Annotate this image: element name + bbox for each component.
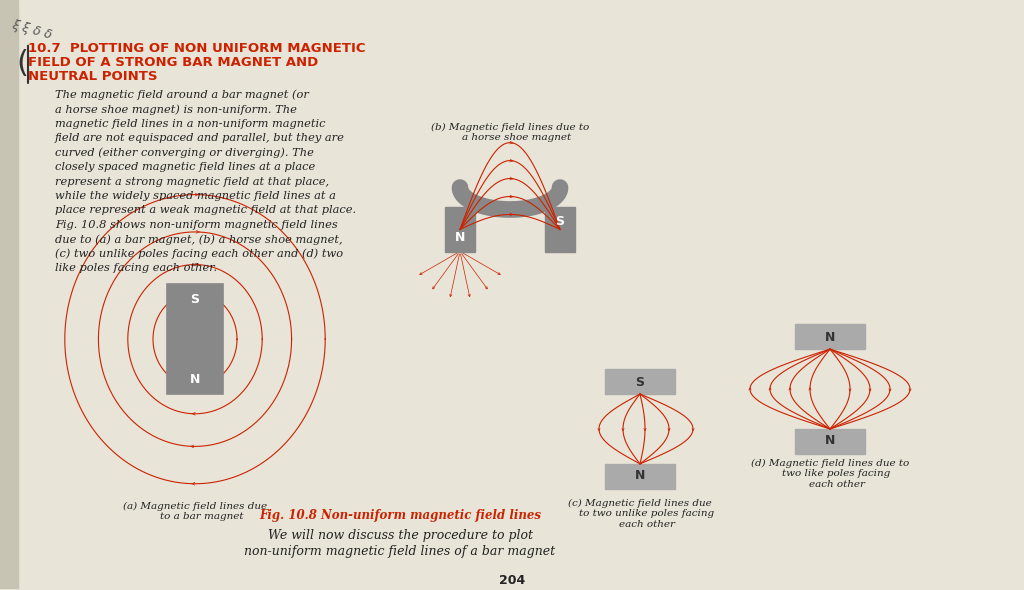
Text: curved (either converging or diverging). The: curved (either converging or diverging).… — [55, 148, 314, 158]
Text: (a) Magnetic field lines due
    to a bar magnet: (a) Magnetic field lines due to a bar ma… — [123, 502, 267, 521]
Text: while the widely spaced magnetic field lines at a: while the widely spaced magnetic field l… — [55, 191, 336, 201]
Text: (: ( — [16, 50, 28, 78]
Text: represent a strong magnetic field at that place,: represent a strong magnetic field at tha… — [55, 176, 329, 186]
Text: We will now discuss the procedure to plot: We will now discuss the procedure to plo… — [267, 529, 532, 542]
Text: magnetic field lines in a non-uniform magnetic: magnetic field lines in a non-uniform ma… — [55, 119, 326, 129]
Text: (c) Magnetic field lines due
    to two unlike poles facing
    each other: (c) Magnetic field lines due to two unli… — [566, 499, 714, 529]
Text: ξ ξ δ δ: ξ ξ δ δ — [10, 18, 53, 41]
Text: S: S — [555, 215, 564, 228]
Text: 204: 204 — [499, 573, 525, 586]
Text: Fig. 10.8 shows non-uniform magnetic field lines: Fig. 10.8 shows non-uniform magnetic fie… — [55, 220, 338, 230]
Text: 10.7  PLOTTING OF NON UNIFORM MAGNETIC: 10.7 PLOTTING OF NON UNIFORM MAGNETIC — [28, 42, 366, 55]
Text: closely spaced magnetic field lines at a place: closely spaced magnetic field lines at a… — [55, 162, 315, 172]
Text: like poles facing each other.: like poles facing each other. — [55, 263, 217, 273]
Bar — [0, 0, 18, 589]
Text: S: S — [636, 376, 644, 389]
Text: N: N — [824, 330, 836, 343]
Text: N: N — [824, 434, 836, 447]
Bar — [167, 284, 223, 394]
Bar — [445, 208, 475, 253]
Text: a horse shoe magnet) is non-uniform. The: a horse shoe magnet) is non-uniform. The — [55, 104, 297, 115]
Bar — [605, 369, 675, 394]
Text: (c) two unlike poles facing each other and (d) two: (c) two unlike poles facing each other a… — [55, 249, 343, 260]
Text: FIELD OF A STRONG BAR MAGNET AND: FIELD OF A STRONG BAR MAGNET AND — [28, 56, 318, 69]
Bar — [795, 324, 865, 349]
Text: S: S — [190, 293, 200, 306]
Text: due to (a) a bar magnet, (b) a horse shoe magnet,: due to (a) a bar magnet, (b) a horse sho… — [55, 234, 343, 245]
Text: (b) Magnetic field lines due to
    a horse shoe magnet: (b) Magnetic field lines due to a horse … — [431, 123, 589, 142]
Text: The magnetic field around a bar magnet (or: The magnetic field around a bar magnet (… — [55, 90, 309, 100]
Bar — [795, 429, 865, 454]
Text: N: N — [455, 231, 465, 244]
Text: N: N — [635, 469, 645, 483]
Text: (d) Magnetic field lines due to
    two like poles facing
    each other: (d) Magnetic field lines due to two like… — [751, 459, 909, 489]
Text: place represent a weak magnetic field at that place.: place represent a weak magnetic field at… — [55, 205, 356, 215]
Text: NEUTRAL POINTS: NEUTRAL POINTS — [28, 70, 158, 83]
Bar — [545, 208, 575, 253]
Text: non-uniform magnetic field lines of a bar magnet: non-uniform magnetic field lines of a ba… — [245, 545, 556, 558]
Text: N: N — [189, 372, 200, 386]
Text: Fig. 10.8 Non-uniform magnetic field lines: Fig. 10.8 Non-uniform magnetic field lin… — [259, 509, 541, 522]
Text: field are not equispaced and parallel, but they are: field are not equispaced and parallel, b… — [55, 133, 345, 143]
Bar — [605, 464, 675, 489]
